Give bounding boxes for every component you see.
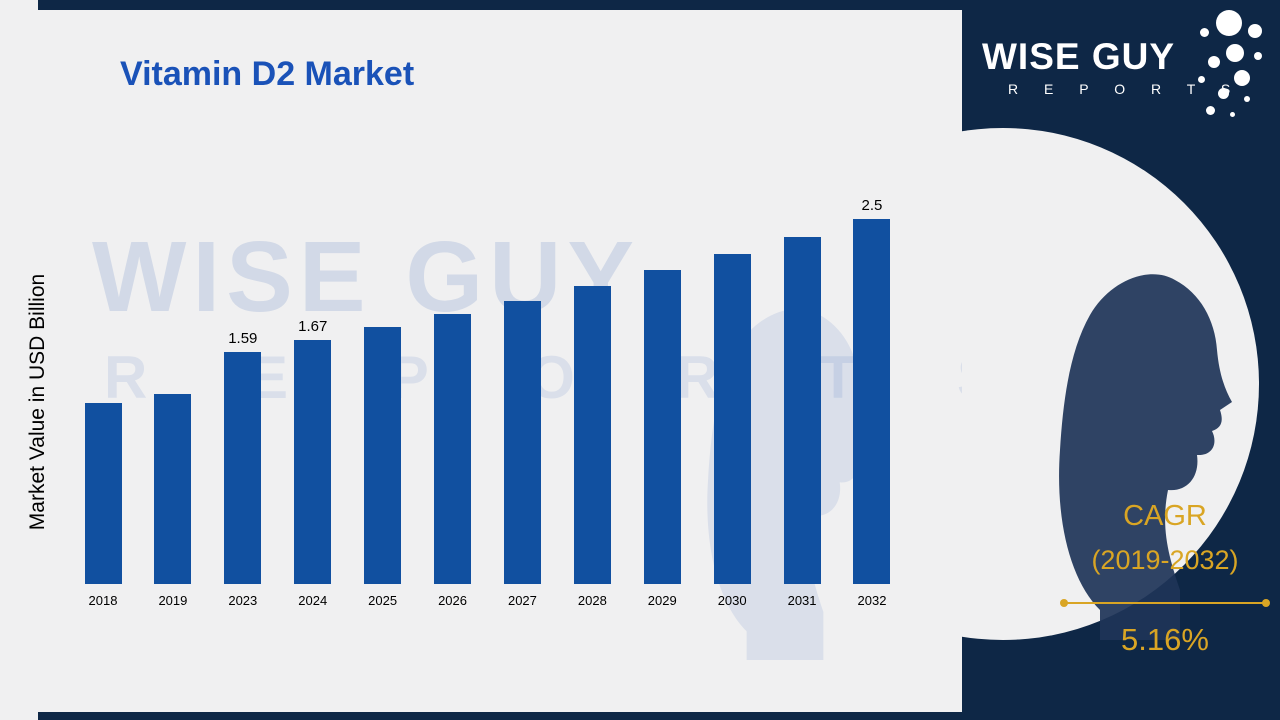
cagr-divider-line (1060, 599, 1270, 607)
logo-subtitle: R E P O R T S (1008, 81, 1242, 97)
bar-2032 (853, 219, 891, 584)
cagr-label: CAGR (1123, 500, 1207, 532)
bar-value-label: 1.59 (228, 330, 258, 347)
x-axis-tick-label: 2032 (857, 593, 887, 608)
bar-group-2019: 2019 (140, 372, 206, 608)
top-accent-bar (38, 0, 962, 10)
logo: WISE GUY R E P O R T S (982, 36, 1242, 97)
x-axis-tick-label: 2018 (88, 593, 118, 608)
bar-2030 (713, 254, 751, 584)
bar-group-2032: 2.5 2032 (839, 197, 905, 608)
page-title: Vitamin D2 Market (120, 54, 415, 93)
y-axis-label: Market Value in USD Billion (26, 273, 49, 531)
bar-2029 (643, 270, 681, 584)
watermark-text-line1: WISE GUY (92, 221, 641, 333)
x-axis-tick-label: 2024 (298, 593, 328, 608)
bar-group-2029: 2029 (629, 248, 695, 608)
bar-group-2018: 2018 (70, 381, 136, 608)
bar-2023 (224, 352, 262, 584)
cagr-block: CAGR (2019-2032) 5.16% (1060, 500, 1270, 658)
bar-2028 (573, 286, 611, 584)
logo-dots-face-icon (1186, 8, 1276, 128)
bar-2026 (434, 314, 472, 584)
bar-2019 (154, 394, 192, 584)
x-axis-tick-label: 2025 (368, 593, 398, 608)
x-axis-tick-label: 2028 (577, 593, 607, 608)
brand-panel: WISE GUY R E P O R T S CAGR (2019-2032) … (962, 0, 1280, 720)
x-axis-tick-label: 2031 (787, 593, 817, 608)
cagr-value: 5.16% (1121, 622, 1209, 657)
bar-group-2023: 1.59 2023 (210, 330, 276, 608)
bar-2018 (84, 403, 122, 584)
x-axis-tick-label: 2027 (507, 593, 537, 608)
x-axis-tick-label: 2026 (438, 593, 467, 608)
bar-2024 (294, 340, 332, 584)
bar-group-2024: 1.67 2024 (280, 318, 346, 608)
x-axis-tick-label: 2023 (228, 593, 258, 608)
bar-value-label: 1.67 (298, 318, 328, 335)
bottom-accent-bar (38, 712, 962, 720)
face-profile-icon (1059, 274, 1232, 640)
bar-group-2026: 2026 (420, 292, 486, 608)
x-axis-tick-label: 2019 (158, 593, 188, 608)
bar-group-2027: 2027 (489, 279, 555, 608)
x-axis-tick-label: 2029 (647, 593, 677, 608)
bar-2031 (783, 237, 821, 584)
bar-2025 (364, 327, 402, 584)
bar-chart: 2018 2019 1.59 2023 1.67 2024 2025 2026 2027 2028… (70, 197, 905, 608)
logo-wordmark: WISE GUY (982, 36, 1176, 77)
bar-group-2030: 2030 (699, 232, 765, 608)
cagr-range: (2019-2032) (1091, 545, 1239, 575)
bar-2027 (503, 301, 541, 584)
bar-group-2031: 2031 (769, 215, 835, 608)
bar-group-2028: 2028 (559, 264, 625, 608)
bar-group-2025: 2025 (350, 305, 416, 608)
x-axis-tick-label: 2030 (717, 593, 747, 608)
bar-value-label: 2.5 (861, 197, 883, 214)
